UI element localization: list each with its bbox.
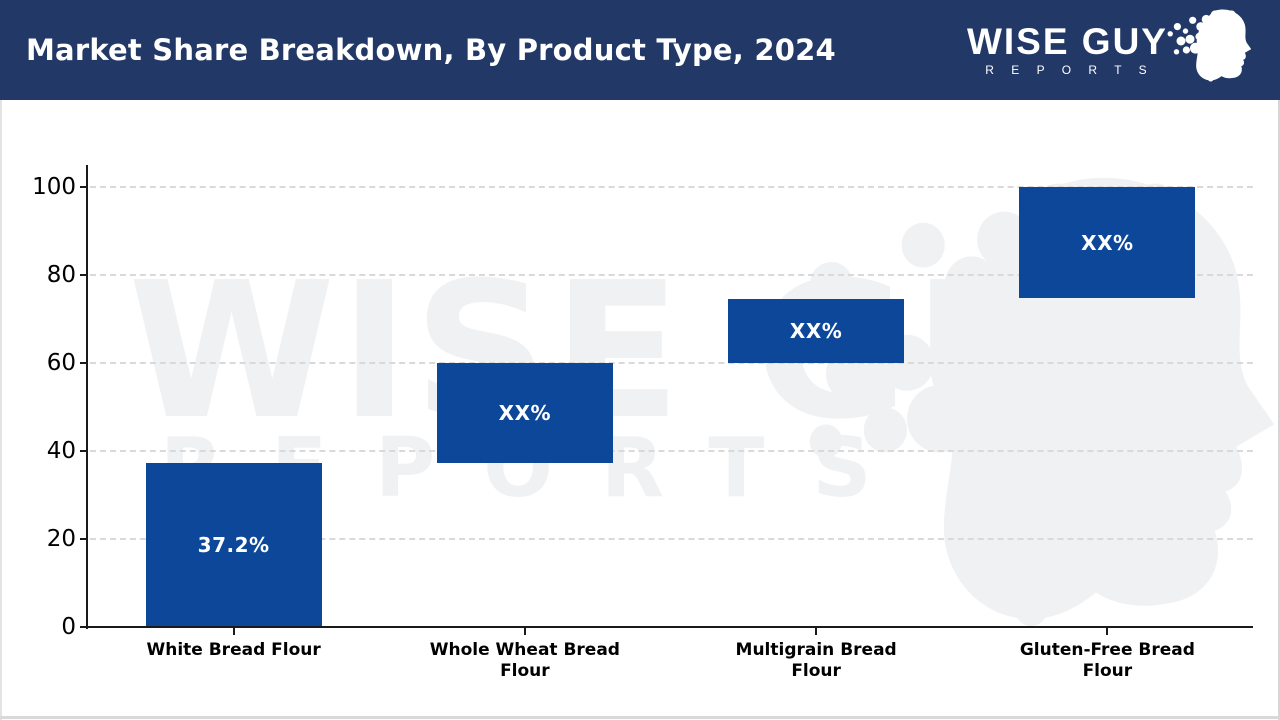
header-bar: Market Share Breakdown, By Product Type,…	[0, 0, 1280, 100]
bar-value-label: XX%	[789, 318, 843, 343]
x-axis-category-label: White Bread Flour	[146, 640, 321, 660]
y-axis-tick-mark	[80, 186, 87, 188]
wise-guy-logo: WISE GUY R E P O R T S	[967, 5, 1254, 95]
bar-value-label: XX%	[1081, 230, 1134, 255]
x-axis-category-label: Multigrain Bread Flour	[735, 640, 897, 682]
chart-bar-1: 37.2%	[145, 463, 322, 627]
y-axis-tick-mark	[80, 274, 87, 276]
y-gridline	[90, 538, 1253, 540]
logo-tagline: R E P O R T S	[985, 63, 1154, 77]
y-gridline	[90, 274, 1253, 276]
page-title: Market Share Breakdown, By Product Type,…	[26, 33, 836, 67]
page-bottom-border	[0, 716, 1280, 719]
bar-value-label: XX%	[498, 401, 552, 426]
y-axis-tick-mark	[80, 362, 87, 364]
x-axis-tick-mark	[815, 628, 818, 635]
y-axis-tick-mark	[80, 450, 87, 452]
x-axis-tick-mark	[523, 628, 526, 635]
y-axis-tick-label: 40	[46, 438, 76, 464]
chart-bar-2: XX%	[436, 363, 613, 464]
bar-value-label: 37.2%	[197, 533, 270, 558]
page-right-border	[1278, 100, 1280, 720]
x-axis-category-label: Gluten-Free Bread Flour	[1019, 640, 1195, 682]
y-gridline	[90, 186, 1253, 188]
logo-wordmark: WISE GUY	[966, 21, 1168, 62]
y-axis-tick-label: 80	[46, 262, 76, 288]
x-axis-category-label: Whole Wheat Bread Flour	[429, 640, 620, 682]
y-gridline	[90, 450, 1253, 452]
y-axis-tick-mark	[80, 626, 87, 628]
y-axis-tick-label: 100	[32, 174, 76, 200]
chart-bar-3: XX%	[728, 298, 905, 363]
chart-bar-4: XX%	[1019, 187, 1196, 299]
x-axis-tick-mark	[1106, 628, 1109, 635]
logo-text: WISE GUY R E P O R T S	[967, 23, 1168, 77]
logo-face-icon	[1167, 9, 1252, 82]
y-axis-tick-label: 0	[61, 614, 76, 640]
x-axis-tick-mark	[232, 628, 235, 635]
page-left-border	[0, 100, 2, 720]
y-axis-tick-mark	[80, 538, 87, 540]
x-axis-line	[86, 626, 1253, 628]
y-axis-tick-label: 20	[46, 526, 76, 552]
y-axis-line	[86, 165, 88, 629]
y-gridline	[90, 362, 1253, 364]
y-axis-tick-label: 60	[46, 350, 76, 376]
